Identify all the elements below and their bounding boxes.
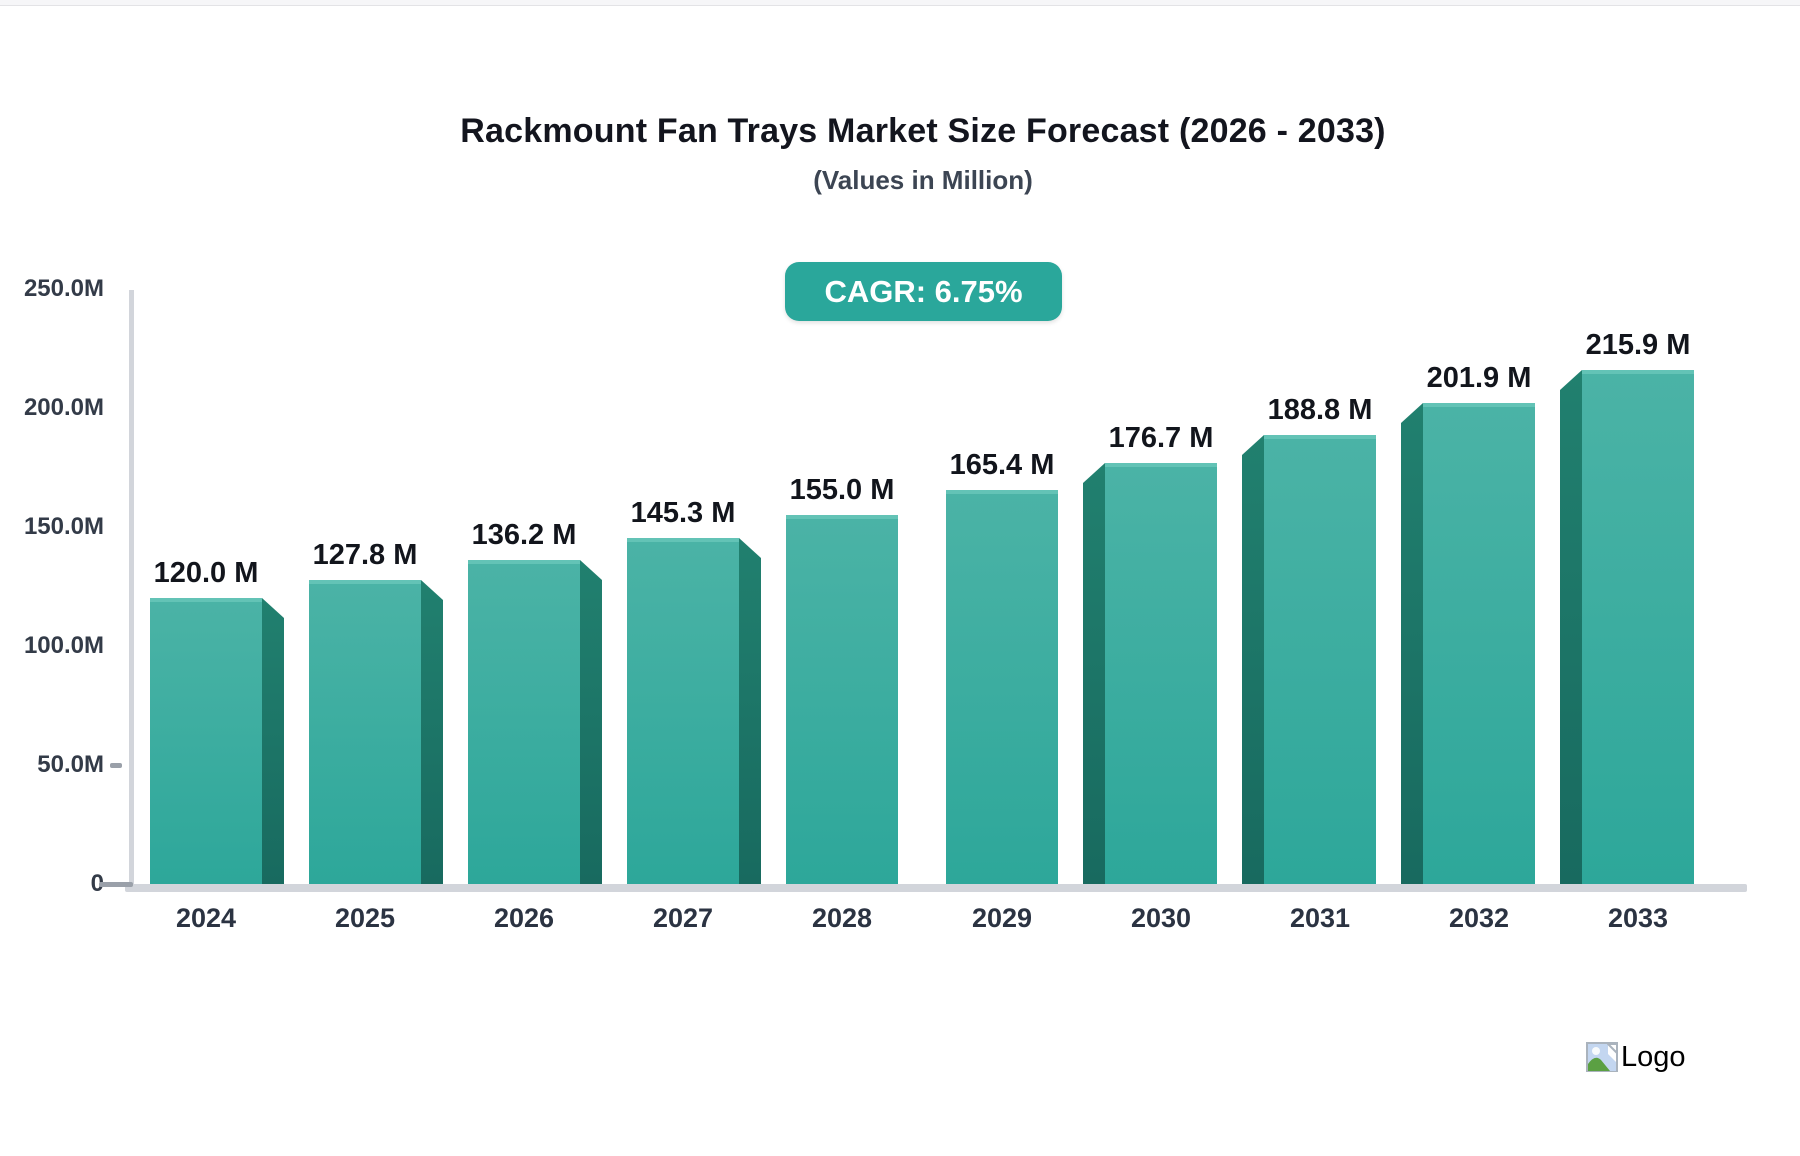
- y-tick-label: 200.0M: [23, 394, 104, 421]
- bar-2033[interactable]: [1582, 370, 1694, 884]
- bar-value-label: 155.0 M: [789, 474, 895, 506]
- bar-top-edge: [1423, 403, 1535, 407]
- bar-3d-side: [421, 580, 443, 884]
- chart-subtitle: (Values in Million): [813, 165, 1033, 195]
- bar-value-label: 145.3 M: [630, 497, 736, 529]
- bar-top-edge: [1264, 435, 1376, 439]
- bar-top-edge: [786, 515, 898, 519]
- x-tick-label: 2030: [1130, 903, 1192, 933]
- x-tick-label: 2031: [1289, 903, 1351, 933]
- x-tick-label: 2029: [971, 903, 1033, 933]
- bar-3d-side: [1083, 463, 1105, 884]
- bar-value-label: 176.7 M: [1108, 422, 1214, 454]
- bar-top-edge: [309, 580, 421, 584]
- y-axis-line: [129, 290, 134, 892]
- broken-image-icon: [1586, 1042, 1618, 1072]
- x-tick-label: 2024: [175, 903, 237, 933]
- bar-value-label: 165.4 M: [949, 449, 1055, 481]
- bar-value-label: 120.0 M: [153, 557, 259, 589]
- y-tick-mark: [99, 882, 133, 887]
- bar-3d-side: [1242, 435, 1264, 884]
- bar-top-edge: [946, 490, 1058, 494]
- bar-2026[interactable]: [468, 560, 580, 884]
- bar-2024[interactable]: [150, 598, 262, 884]
- top-edge-strip: [0, 0, 1800, 6]
- y-tick-mark: [110, 763, 122, 768]
- x-tick-label: 2028: [811, 903, 873, 933]
- y-tick-label: 50.0M: [37, 751, 104, 778]
- y-tick-label: 100.0M: [23, 632, 104, 659]
- bar-2025[interactable]: [309, 580, 421, 884]
- logo-alt-text: Logo: [1621, 1041, 1686, 1073]
- logo: Logo: [1586, 1040, 1686, 1074]
- bar-top-edge: [1582, 370, 1694, 374]
- y-tick-label: 150.0M: [23, 513, 104, 540]
- cagr-badge: CAGR: 6.75%: [785, 262, 1062, 321]
- x-tick-label: 2027: [652, 903, 714, 933]
- bar-2028[interactable]: [786, 515, 898, 884]
- bar-2031[interactable]: [1264, 435, 1376, 884]
- bar-2027[interactable]: [627, 538, 739, 884]
- bar-top-edge: [627, 538, 739, 542]
- y-tick-label: 250.0M: [23, 275, 104, 302]
- bar-3d-side: [580, 560, 602, 884]
- bar-2032[interactable]: [1423, 403, 1535, 884]
- bar-top-edge: [150, 598, 262, 602]
- bar-value-label: 215.9 M: [1585, 329, 1691, 361]
- bar-3d-side: [1560, 370, 1582, 884]
- x-tick-label: 2025: [334, 903, 396, 933]
- x-tick-label: 2032: [1448, 903, 1510, 933]
- bar-2030[interactable]: [1105, 463, 1217, 884]
- chart-title: Rackmount Fan Trays Market Size Forecast…: [460, 112, 1386, 150]
- x-tick-label: 2026: [493, 903, 555, 933]
- x-tick-label: 2033: [1607, 903, 1669, 933]
- bar-2029[interactable]: [946, 490, 1058, 884]
- x-axis-baseline: [125, 884, 1747, 892]
- bar-value-label: 136.2 M: [471, 519, 577, 551]
- bar-3d-side: [262, 598, 284, 884]
- bar-top-edge: [1105, 463, 1217, 467]
- bar-top-edge: [468, 560, 580, 564]
- bar-value-label: 188.8 M: [1267, 394, 1373, 426]
- y-tick-label: 0: [90, 870, 104, 897]
- bar-3d-side: [739, 538, 761, 884]
- bar-value-label: 127.8 M: [312, 539, 418, 571]
- chart-header: Rackmount Fan Trays Market Size Forecast…: [46, 0, 1800, 196]
- bar-value-label: 201.9 M: [1426, 362, 1532, 394]
- bar-3d-side: [1401, 403, 1423, 884]
